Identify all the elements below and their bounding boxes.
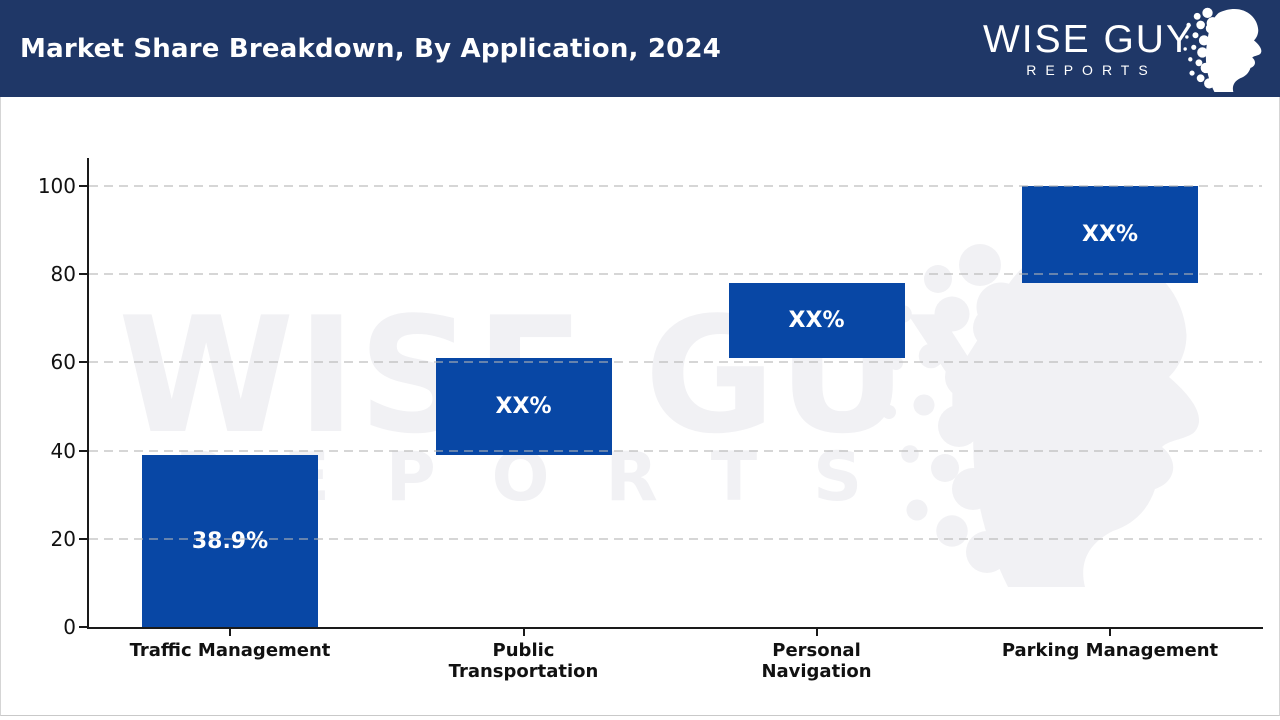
y-tick-mark-80 xyxy=(79,273,87,276)
x-tick-mark-public-transportation xyxy=(522,629,525,636)
y-tick-label-60: 60 xyxy=(50,350,76,375)
bar-value-label: XX% xyxy=(495,394,552,420)
chart-title: Market Share Breakdown, By Application, … xyxy=(20,33,722,64)
brand-subtitle: REPORTS xyxy=(1026,61,1157,78)
header-bar: Market Share Breakdown, By Application, … xyxy=(0,0,1280,97)
x-tick-mark-traffic-management xyxy=(229,629,231,636)
bar-value-label: 38.9% xyxy=(191,528,269,554)
gridline-80 xyxy=(89,273,1262,276)
bar-personal-navigation: XX% xyxy=(728,283,905,358)
brand-logo-text: WISE GUY REPORTS xyxy=(982,17,1194,78)
bar-value-label: XX% xyxy=(1082,222,1138,247)
gridline-100 xyxy=(89,185,1262,187)
y-axis-line xyxy=(87,158,89,629)
x-tick-mark-parking-management xyxy=(1109,629,1111,636)
y-tick-mark-100 xyxy=(79,185,87,187)
gridline-20 xyxy=(89,537,1262,540)
bar-parking-management: XX% xyxy=(1022,186,1198,284)
x-tick-mark-personal-navigation xyxy=(815,629,818,636)
bar-traffic-management: 38.9% xyxy=(142,455,318,627)
gridline-60 xyxy=(89,361,1262,364)
bar-public-transportation: XX% xyxy=(435,357,612,456)
y-tick-mark-0 xyxy=(79,626,87,628)
y-tick-label-40: 40 xyxy=(50,438,76,463)
y-tick-label-20: 20 xyxy=(50,526,76,551)
x-category-label-public-transportation: Public Transportation xyxy=(448,640,599,682)
bar-value-label: XX% xyxy=(788,308,845,333)
y-tick-mark-40 xyxy=(79,449,87,452)
y-tick-mark-20 xyxy=(79,537,87,540)
x-axis-line xyxy=(87,627,1263,629)
brand-logo: WISE GUY REPORTS xyxy=(983,3,1280,95)
brand-name: WISE GUY xyxy=(982,17,1194,61)
x-category-label-personal-navigation: Personal Navigation xyxy=(761,640,872,682)
gridline-40 xyxy=(89,449,1262,452)
y-tick-mark-60 xyxy=(79,361,87,364)
y-tick-label-100: 100 xyxy=(37,174,76,198)
brand-head-icon xyxy=(1183,7,1262,92)
y-tick-label-0: 0 xyxy=(63,615,76,639)
y-tick-label-80: 80 xyxy=(50,262,76,287)
x-category-label-parking-management: Parking Management xyxy=(1001,640,1219,661)
x-category-label-traffic-management: Traffic Management xyxy=(129,640,331,661)
